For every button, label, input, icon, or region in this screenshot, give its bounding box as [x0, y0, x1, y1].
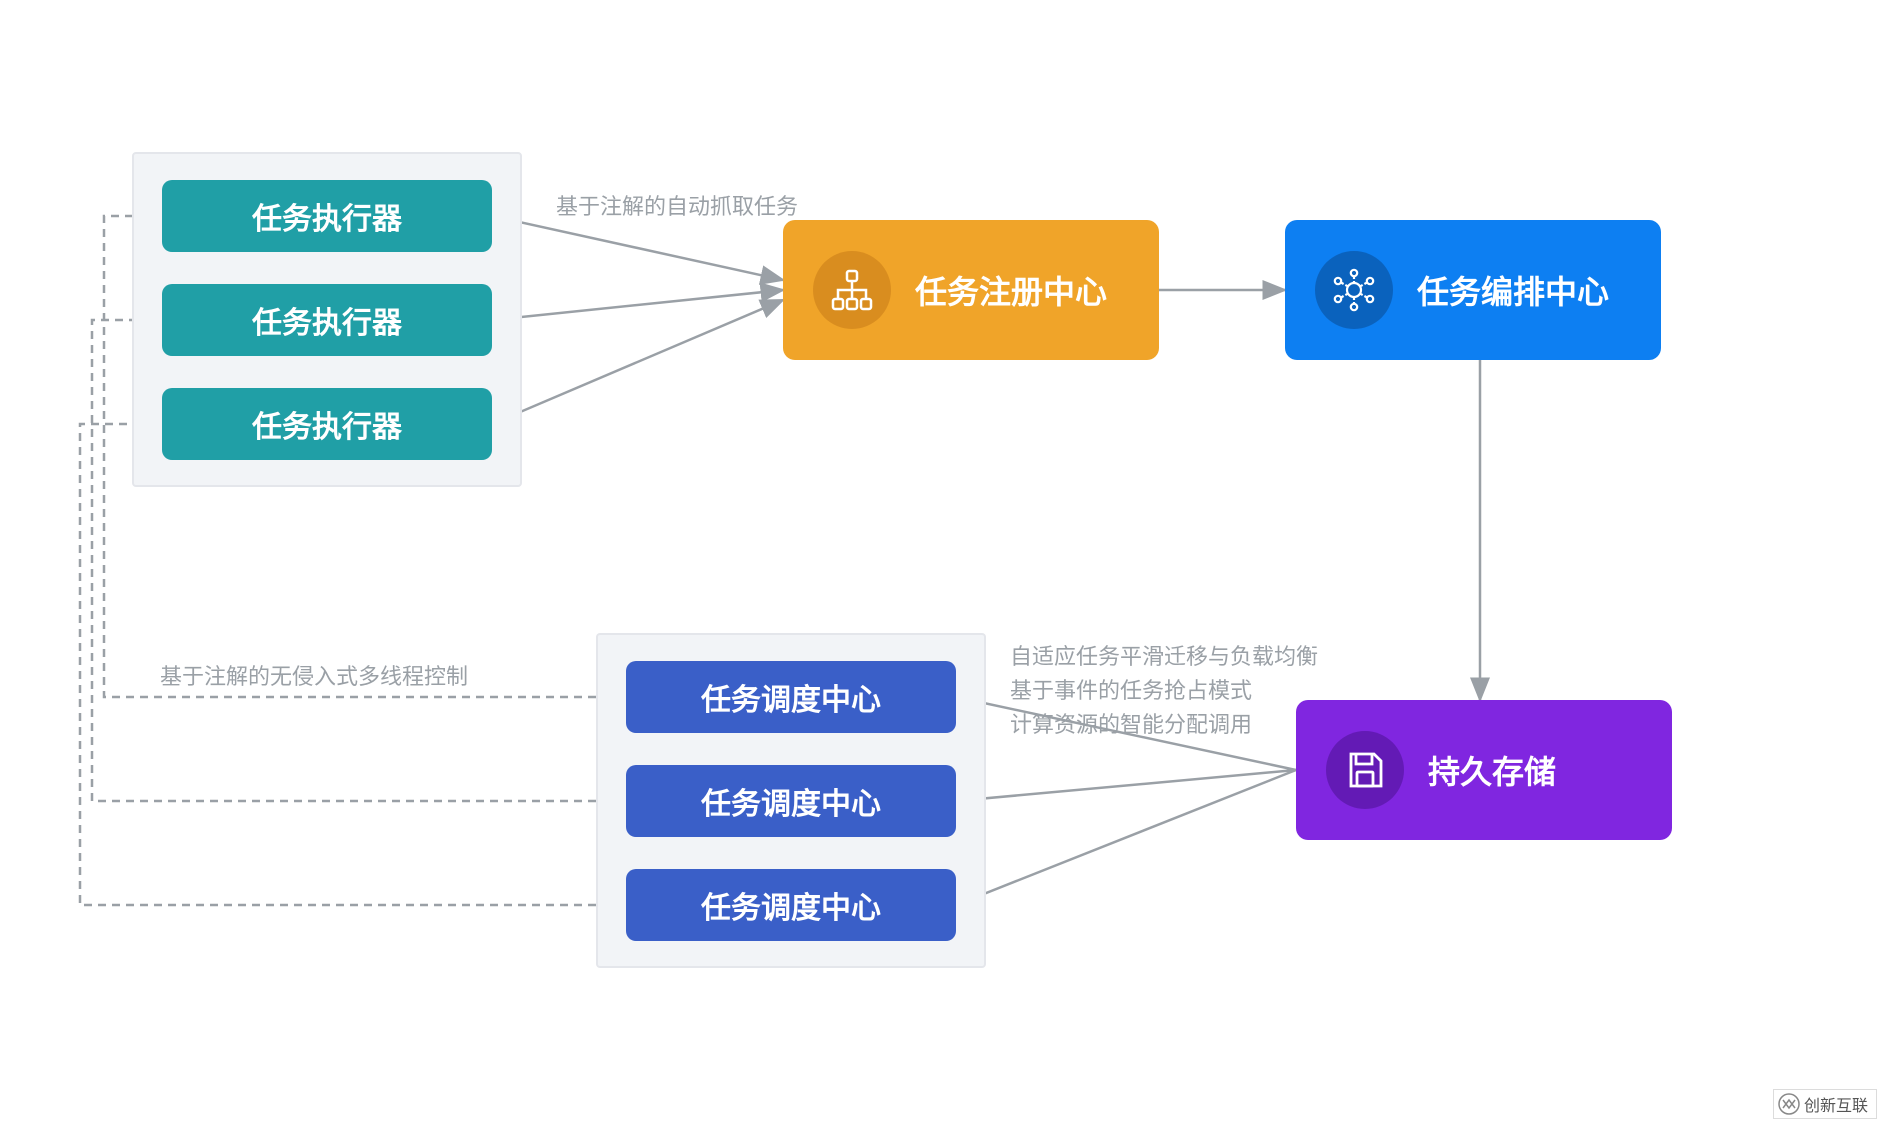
scheduler-node-1: 任务调度中心	[626, 661, 956, 733]
executor-label: 任务执行器	[252, 402, 402, 446]
storage-node: 持久存储	[1296, 700, 1672, 840]
annotation-right-line: 自适应任务平滑迁移与负载均衡	[1010, 640, 1318, 674]
sitemap-icon	[813, 251, 891, 329]
scheduler-label: 任务调度中心	[701, 883, 881, 927]
watermark: 创新互联	[1773, 1089, 1877, 1119]
save-icon	[1326, 731, 1404, 809]
executor-node-1: 任务执行器	[162, 180, 492, 252]
watermark-icon	[1778, 1093, 1800, 1115]
annotation-right-line: 基于事件的任务抢占模式	[1010, 674, 1318, 708]
registry-label: 任务注册中心	[915, 267, 1107, 313]
storage-label: 持久存储	[1428, 747, 1556, 793]
scheduler-node-2: 任务调度中心	[626, 765, 956, 837]
executor-node-3: 任务执行器	[162, 388, 492, 460]
annotation-top: 基于注解的自动抓取任务	[556, 190, 798, 224]
scheduler-label: 任务调度中心	[701, 675, 881, 719]
watermark-text: 创新互联	[1804, 1092, 1868, 1116]
orchestrator-label: 任务编排中心	[1417, 267, 1609, 313]
scheduler-label: 任务调度中心	[701, 779, 881, 823]
annotation-right: 自适应任务平滑迁移与负载均衡 基于事件的任务抢占模式 计算资源的智能分配调用	[1010, 640, 1318, 742]
diagram-canvas: 任务执行器 任务执行器 任务执行器 任务调度中心 任务调度中心 任务调度中心 任…	[0, 0, 1885, 1125]
orchestrator-node: 任务编排中心	[1285, 220, 1661, 360]
annotation-left: 基于注解的无侵入式多线程控制	[160, 660, 468, 694]
executor-label: 任务执行器	[252, 194, 402, 238]
executor-node-2: 任务执行器	[162, 284, 492, 356]
registry-node: 任务注册中心	[783, 220, 1159, 360]
executor-label: 任务执行器	[252, 298, 402, 342]
annotation-right-line: 计算资源的智能分配调用	[1010, 708, 1318, 742]
scheduler-node-3: 任务调度中心	[626, 869, 956, 941]
group-icon	[1315, 251, 1393, 329]
